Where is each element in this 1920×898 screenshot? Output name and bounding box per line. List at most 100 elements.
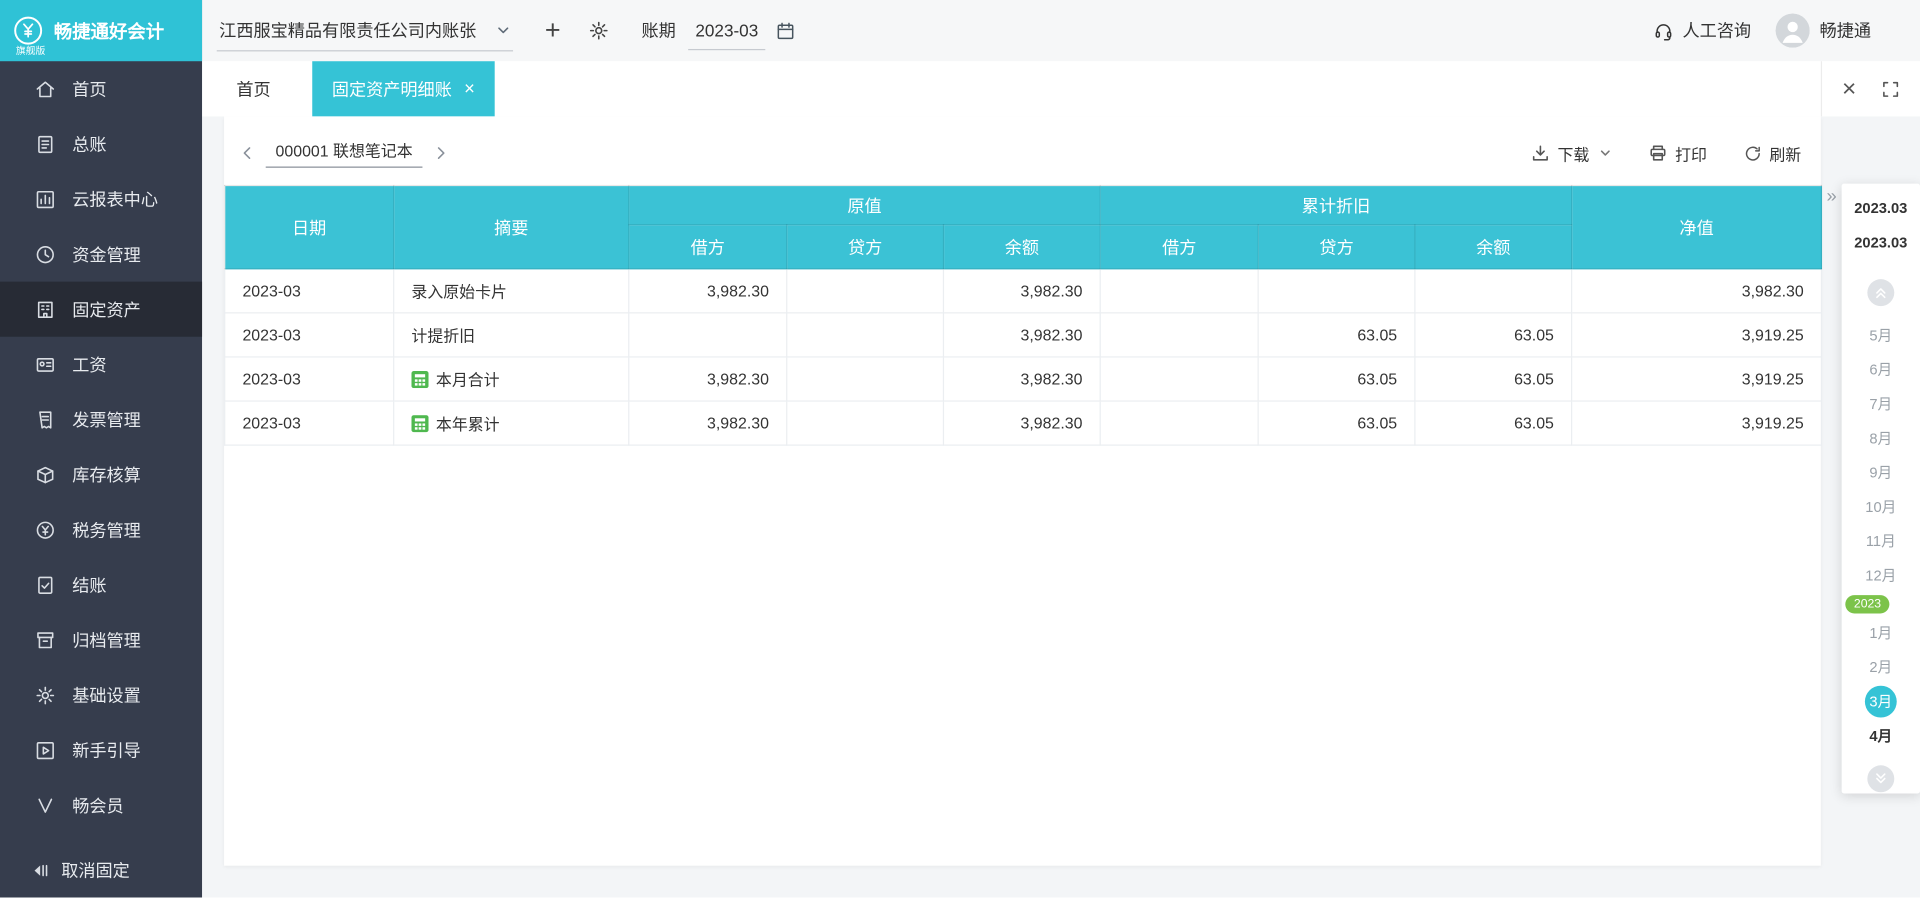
unpin-icon	[29, 860, 51, 882]
consult-link[interactable]: 人工咨询	[1682, 20, 1752, 41]
sidebar-item-label: 资金管理	[72, 244, 141, 264]
table-row[interactable]: 2023-03 录入原始卡片 3,982.30 3,982.30 3,982.30	[224, 268, 1823, 314]
ledger-card: 000001 联想笔记本 下载	[224, 116, 1823, 866]
tab-home-label: 首页	[236, 78, 271, 99]
sidebar-item-fixed-assets[interactable]: 固定资产	[0, 281, 203, 337]
sidebar-item-settings[interactable]: 基础设置	[0, 667, 202, 722]
next-asset-button[interactable]	[427, 140, 454, 167]
sidebar-item-tax[interactable]: 税务管理	[0, 502, 202, 557]
fund-icon	[34, 243, 56, 265]
sidebar-item-label: 税务管理	[72, 519, 141, 540]
cell-summary: 本年累计	[393, 400, 630, 446]
print-button[interactable]: 打印	[1648, 141, 1707, 164]
close-tab-icon[interactable]: ×	[464, 78, 475, 100]
timeline-collapse-icon[interactable]: »	[1826, 186, 1837, 207]
timeline-month[interactable]: 8月	[1869, 429, 1893, 447]
table-row[interactable]: 2023-03 计提折旧 3,982.30 63.05 63.05 3,919.25	[224, 312, 1823, 358]
unpin-label: 取消固定	[61, 860, 130, 881]
timeline-month[interactable]: 6月	[1869, 361, 1893, 379]
timeline-month[interactable]: 2月	[1869, 658, 1893, 676]
timeline-month[interactable]: 12月	[1865, 566, 1897, 585]
download-icon	[1531, 143, 1551, 163]
cell-ad_credit: 63.05	[1257, 356, 1416, 402]
timeline-month[interactable]: 11月	[1865, 532, 1896, 550]
cell-ov_credit	[786, 356, 945, 402]
ledger-toolbar: 000001 联想笔记本 下载	[224, 116, 1821, 175]
sidebar-item-salary[interactable]: 工资	[0, 337, 202, 392]
cell-ad_debit	[1099, 356, 1259, 402]
cell-date: 2023-03	[224, 400, 395, 446]
col-group-original-value: 原值	[628, 184, 1101, 226]
sidebar-item-general-ledger[interactable]: 总账	[0, 116, 202, 171]
cell-ov_debit: 3,982.30	[628, 268, 788, 314]
sidebar-item-funds[interactable]: 资金管理	[0, 227, 202, 282]
sidebar-item-label: 首页	[72, 78, 107, 99]
sidebar-item-archive[interactable]: 归档管理	[0, 612, 202, 667]
cell-ov_debit: 3,982.30	[628, 400, 788, 446]
logo-coin-icon	[12, 15, 44, 47]
sidebar-item-member[interactable]: 畅会员	[0, 778, 202, 833]
sidebar-item-inventory[interactable]: 库存核算	[0, 447, 202, 502]
sidebar-item-home[interactable]: 首页	[0, 61, 202, 116]
table-row[interactable]: 2023-03 本年累计 3,982.30 3,982.30 63.05 63.05 3,9…	[224, 400, 1823, 446]
cell-ov_credit	[786, 400, 945, 446]
toolbar-actions: 下载 打印 刷新	[1531, 141, 1801, 164]
company-selector[interactable]: 江西服宝精品有限责任公司内账张	[216, 10, 514, 52]
printer-icon	[1648, 143, 1668, 163]
timeline-month[interactable]: 5月	[1869, 326, 1893, 345]
timeline-scroll-up-button[interactable]	[1867, 279, 1895, 307]
subtotal-icon	[411, 415, 429, 433]
timeline-month-selected[interactable]: 3月	[1864, 685, 1897, 718]
col-header-summary: 摘要	[393, 184, 630, 270]
gear-icon[interactable]	[588, 20, 610, 42]
download-button[interactable]: 下载	[1531, 141, 1612, 164]
cell-summary: 计提折旧	[393, 312, 630, 358]
close-icon[interactable]: ×	[1842, 75, 1857, 103]
period-input[interactable]: 2023-03	[687, 11, 766, 51]
sidebar-unpin-button[interactable]: 取消固定	[0, 844, 202, 898]
prev-asset-button[interactable]	[234, 140, 261, 167]
refresh-button[interactable]: 刷新	[1744, 141, 1801, 164]
col-group-accumulated-depreciation: 累计折旧	[1099, 184, 1573, 226]
col-header-debit: 借方	[628, 224, 788, 270]
cell-ov_balance: 3,982.30	[942, 312, 1101, 358]
sidebar-item-invoices[interactable]: 发票管理	[0, 392, 202, 447]
asset-selector[interactable]: 000001 联想笔记本	[265, 138, 423, 168]
cell-ov_credit	[786, 268, 945, 314]
fullscreen-icon[interactable]	[1881, 79, 1901, 99]
timeline-month[interactable]: 10月	[1865, 498, 1897, 516]
avatar[interactable]	[1775, 13, 1810, 48]
home-icon	[34, 78, 56, 100]
cell-date: 2023-03	[224, 312, 395, 358]
tab-fixed-asset-ledger[interactable]: 固定资产明细账 ×	[312, 61, 495, 117]
sidebar-item-label: 结账	[72, 574, 107, 595]
timeline-scroll-down-button[interactable]	[1867, 765, 1895, 793]
tab-home[interactable]: 首页	[217, 61, 290, 116]
table-row[interactable]: 2023-03 本月合计 3,982.30 3,982.30 63.05 63.05 3,9…	[224, 356, 1823, 402]
company-name: 江西服宝精品有限责任公司内账张	[219, 20, 477, 40]
cell-ad_credit	[1257, 268, 1416, 314]
tab-tools: ×	[1821, 61, 1920, 117]
sidebar-item-label: 归档管理	[72, 630, 141, 650]
username[interactable]: 畅捷通	[1819, 20, 1872, 41]
top-bar: 江西服宝精品有限责任公司内账张 + 账期 2023-03 人工咨询 畅捷通	[202, 0, 1920, 62]
guide-icon	[34, 739, 56, 761]
timeline-month[interactable]: 4月	[1869, 727, 1893, 745]
member-icon	[34, 794, 56, 816]
add-button[interactable]: +	[544, 14, 561, 46]
cell-date: 2023-03	[224, 268, 395, 314]
cell-ov_balance: 3,982.30	[942, 400, 1101, 446]
ledger-icon	[34, 133, 56, 155]
sidebar-item-guide[interactable]: 新手引导	[0, 722, 202, 777]
timeline-month[interactable]: 1月	[1869, 624, 1893, 642]
sidebar-item-cloud-reports[interactable]: 云报表中心	[0, 171, 202, 226]
col-header-balance: 余额	[942, 224, 1101, 270]
sidebar-item-closing[interactable]: 结账	[0, 557, 202, 612]
period-from: 2023.03	[1854, 199, 1908, 217]
salary-icon	[34, 353, 56, 375]
timeline-month[interactable]: 7月	[1869, 395, 1893, 413]
calendar-icon[interactable]	[775, 20, 796, 41]
timeline-month[interactable]: 9月	[1869, 464, 1893, 482]
period-label: 账期	[641, 20, 676, 41]
ledger-table-body: 2023-03 录入原始卡片 3,982.30 3,982.30 3,982.30 202…	[224, 268, 1823, 446]
